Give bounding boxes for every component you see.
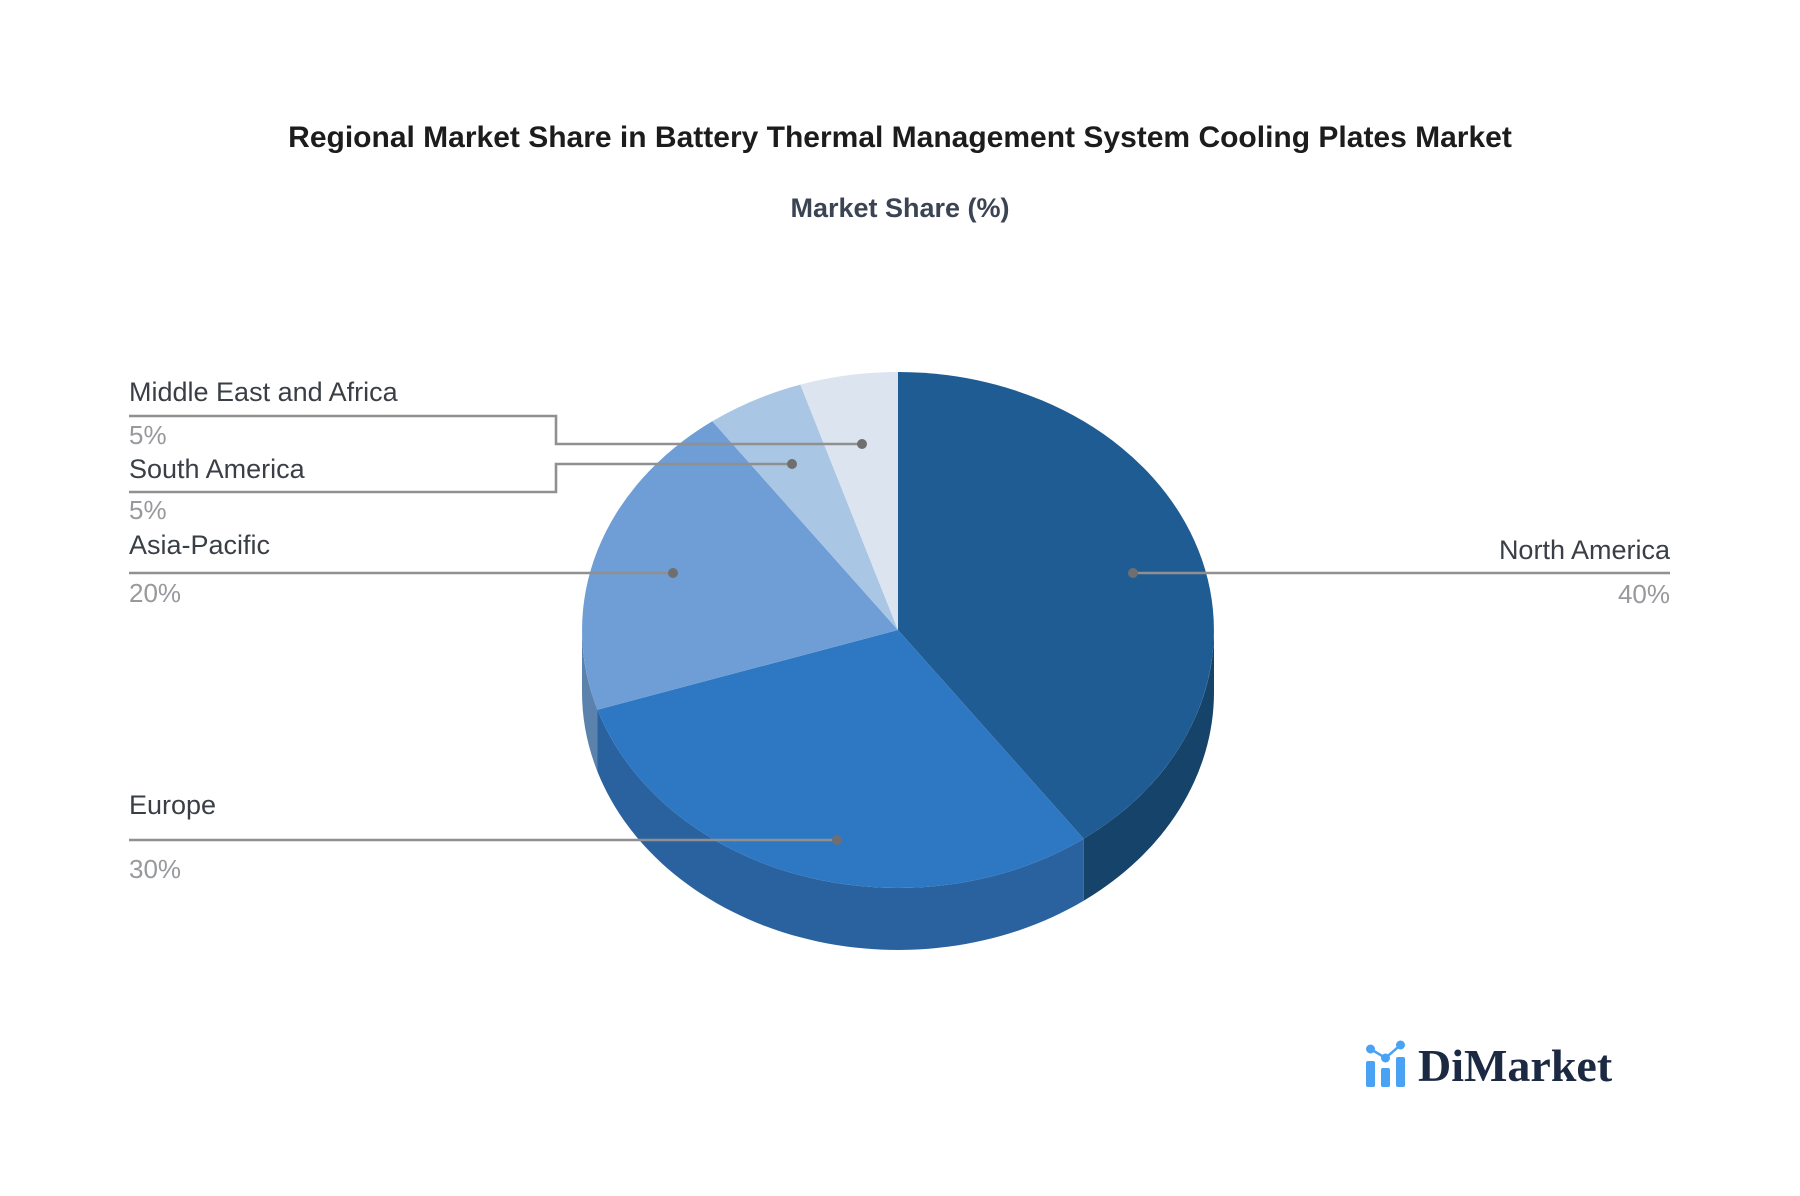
pie-slice-middle-east-africa[interactable] [800, 371, 898, 630]
logo-bar-2 [1381, 1068, 1390, 1087]
logo-bar-1 [1366, 1061, 1375, 1087]
logo-dot-3 [1396, 1040, 1405, 1050]
connector-dot-asia-pacific [668, 568, 678, 578]
dimarket-logo-icon [1366, 1040, 1405, 1087]
pie-rim-north-america [1083, 630, 1214, 901]
label-asia-pacific: Asia-Pacific [129, 530, 271, 560]
connector-dot-south-america [787, 459, 797, 469]
value-north-america: 40% [1617, 579, 1670, 609]
value-europe: 30% [129, 854, 182, 884]
connector-dot-middle-east-africa [857, 439, 867, 449]
pie-slice-europe[interactable] [597, 630, 1084, 888]
pie-rim-europe [597, 709, 1084, 950]
logo-dot-1 [1366, 1044, 1375, 1054]
chart-subtitle: Market Share (%) [790, 193, 1010, 223]
label-north-america: North America [1498, 535, 1670, 565]
value-south-america: 5% [129, 495, 167, 525]
pie-slice-north-america[interactable] [898, 372, 1214, 839]
connector-south-america [129, 462, 792, 494]
logo-dot-2 [1381, 1053, 1390, 1063]
value-asia-pacific: 20% [129, 578, 182, 608]
pie-slice-asia-pacific[interactable] [582, 421, 898, 710]
label-south-america: South America [129, 454, 305, 484]
value-middle-east-africa: 5% [129, 420, 167, 450]
chart-title: Regional Market Share in Battery Thermal… [288, 121, 1512, 154]
pie-slice-south-america[interactable] [712, 384, 898, 630]
connector-dot-north-america [1128, 568, 1138, 578]
label-middle-east-africa: Middle East and Africa [129, 377, 398, 407]
logo-bar-3 [1396, 1057, 1405, 1087]
connector-middle-east-africa [129, 414, 862, 446]
dimarket-logo-text: DiMarket [1418, 1040, 1613, 1091]
pie-rim-asia-pacific [582, 630, 598, 772]
connector-dot-europe [832, 835, 842, 845]
label-europe: Europe [129, 790, 217, 820]
